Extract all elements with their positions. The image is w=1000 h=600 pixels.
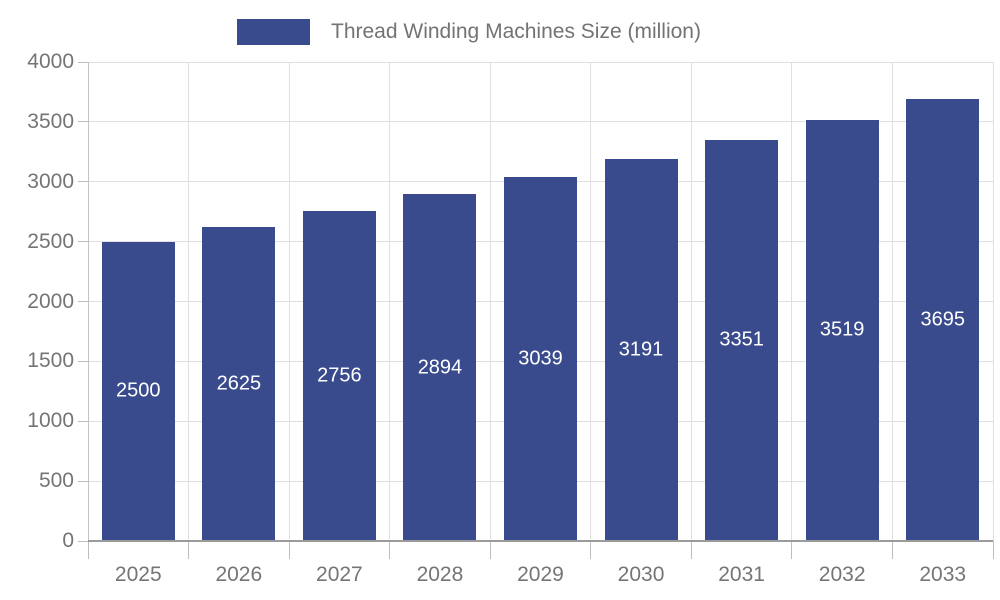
legend-swatch bbox=[237, 19, 310, 45]
bar: 2500 bbox=[101, 241, 175, 541]
y-tick bbox=[78, 420, 88, 422]
y-axis-line bbox=[87, 62, 89, 541]
legend: Thread Winding Machines Size (million) bbox=[237, 19, 701, 45]
bar: 2894 bbox=[403, 194, 477, 541]
y-tick-label: 3500 bbox=[27, 109, 74, 133]
x-tick-label: 2025 bbox=[114, 563, 162, 586]
v-gridline bbox=[288, 62, 290, 541]
y-tick bbox=[78, 540, 88, 542]
y-tick bbox=[78, 61, 88, 63]
bar: 3351 bbox=[705, 139, 779, 541]
x-tick-label: 2026 bbox=[215, 563, 263, 586]
y-tick-label: 2500 bbox=[27, 229, 74, 253]
x-tick-label: 2031 bbox=[718, 563, 765, 586]
x-tick-label: 2028 bbox=[416, 563, 464, 586]
bar: 3519 bbox=[805, 119, 879, 541]
h-gridline bbox=[88, 121, 993, 123]
x-tick bbox=[590, 541, 592, 559]
y-tick-label: 2000 bbox=[27, 289, 74, 313]
x-tick-label: 2027 bbox=[316, 563, 363, 586]
y-tick-label: 500 bbox=[38, 469, 74, 493]
bar-value-label: 3695 bbox=[920, 308, 965, 331]
bar-value-label: 2756 bbox=[317, 364, 362, 387]
bar: 2756 bbox=[302, 210, 376, 541]
x-tick bbox=[891, 541, 893, 559]
bar: 3039 bbox=[504, 177, 577, 541]
v-gridline bbox=[690, 62, 692, 541]
legend-label: Thread Winding Machines Size (million) bbox=[331, 20, 701, 43]
v-gridline bbox=[489, 62, 491, 541]
x-tick-label: 2029 bbox=[517, 563, 564, 586]
y-tick bbox=[78, 301, 88, 302]
h-gridline bbox=[88, 61, 993, 63]
y-tick bbox=[78, 121, 88, 123]
bar-value-label: 2894 bbox=[417, 356, 463, 379]
bar-value-label: 3519 bbox=[819, 318, 865, 341]
v-gridline bbox=[590, 62, 592, 541]
bar-value-label: 2500 bbox=[116, 379, 161, 402]
x-tick bbox=[188, 541, 190, 559]
x-tick bbox=[288, 541, 290, 559]
y-tick-label: 1000 bbox=[27, 409, 74, 433]
v-gridline bbox=[992, 62, 994, 541]
x-tick bbox=[690, 541, 692, 559]
bar-value-label: 2625 bbox=[216, 372, 262, 395]
v-gridline bbox=[389, 62, 391, 541]
bar-value-label: 3039 bbox=[518, 347, 563, 370]
v-gridline bbox=[891, 62, 893, 541]
x-tick bbox=[992, 541, 994, 559]
bar-value-label: 3191 bbox=[618, 338, 664, 361]
y-tick bbox=[78, 181, 88, 183]
v-gridline bbox=[188, 62, 190, 541]
v-gridline bbox=[791, 62, 793, 541]
x-tick bbox=[489, 541, 491, 559]
bar: 3695 bbox=[906, 98, 980, 541]
y-tick-label: 1500 bbox=[27, 349, 74, 373]
bar: 2625 bbox=[202, 226, 276, 541]
y-tick bbox=[78, 241, 88, 243]
y-tick-label: 4000 bbox=[27, 50, 74, 73]
x-axis-line bbox=[88, 540, 993, 542]
x-tick-label: 2033 bbox=[919, 563, 967, 586]
y-tick-label: 0 bbox=[62, 529, 74, 552]
x-tick bbox=[87, 541, 89, 559]
y-tick bbox=[78, 480, 88, 482]
bar: 3191 bbox=[604, 158, 678, 541]
x-tick bbox=[389, 541, 391, 559]
y-tick-label: 3000 bbox=[27, 169, 74, 193]
bar-value-label: 3351 bbox=[719, 328, 764, 351]
x-tick bbox=[791, 541, 793, 559]
x-tick-label: 2030 bbox=[617, 563, 665, 586]
x-tick-label: 2032 bbox=[818, 563, 866, 586]
y-tick bbox=[78, 360, 88, 362]
